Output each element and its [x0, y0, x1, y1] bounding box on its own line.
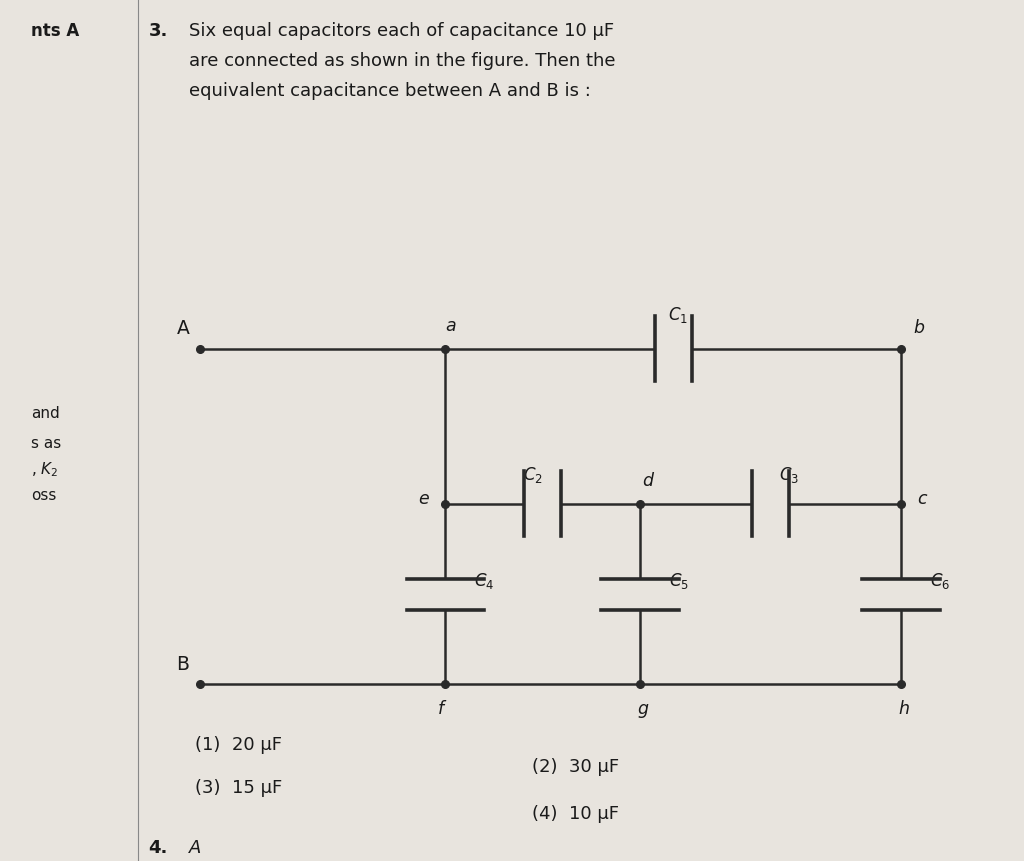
Text: Six equal capacitors each of capacitance 10 μF: Six equal capacitors each of capacitance…	[189, 22, 614, 40]
Text: (3)  15 μF: (3) 15 μF	[195, 779, 282, 797]
Text: 3.: 3.	[148, 22, 168, 40]
Text: 4.: 4.	[148, 839, 168, 858]
Text: $C_2$: $C_2$	[522, 465, 543, 485]
Text: (1)  20 μF: (1) 20 μF	[195, 736, 282, 754]
Text: f: f	[438, 700, 444, 718]
Text: nts A: nts A	[31, 22, 79, 40]
Text: B: B	[176, 655, 189, 674]
Text: (4)  10 μF: (4) 10 μF	[532, 805, 620, 823]
Text: $C_3$: $C_3$	[779, 465, 799, 485]
Text: e: e	[419, 490, 429, 507]
Text: a: a	[445, 317, 456, 335]
Text: $C_4$: $C_4$	[474, 571, 495, 592]
Text: are connected as shown in the figure. Then the: are connected as shown in the figure. Th…	[189, 52, 616, 70]
Text: oss: oss	[31, 487, 56, 503]
Text: $C_1$: $C_1$	[669, 305, 688, 325]
Text: and: and	[31, 406, 59, 421]
Text: $C_6$: $C_6$	[930, 571, 950, 592]
Text: $C_5$: $C_5$	[669, 571, 688, 592]
Text: b: b	[913, 319, 925, 337]
Text: A: A	[189, 839, 202, 858]
Text: d: d	[643, 472, 653, 490]
Text: (2)  30 μF: (2) 30 μF	[532, 758, 620, 776]
Text: A: A	[176, 319, 189, 338]
Text: , $K_2$: , $K_2$	[31, 460, 58, 479]
Text: c: c	[918, 490, 927, 507]
Text: h: h	[899, 700, 909, 718]
Text: s as: s as	[31, 436, 61, 451]
Text: equivalent capacitance between A and B is :: equivalent capacitance between A and B i…	[189, 82, 591, 100]
Text: g: g	[638, 700, 648, 718]
